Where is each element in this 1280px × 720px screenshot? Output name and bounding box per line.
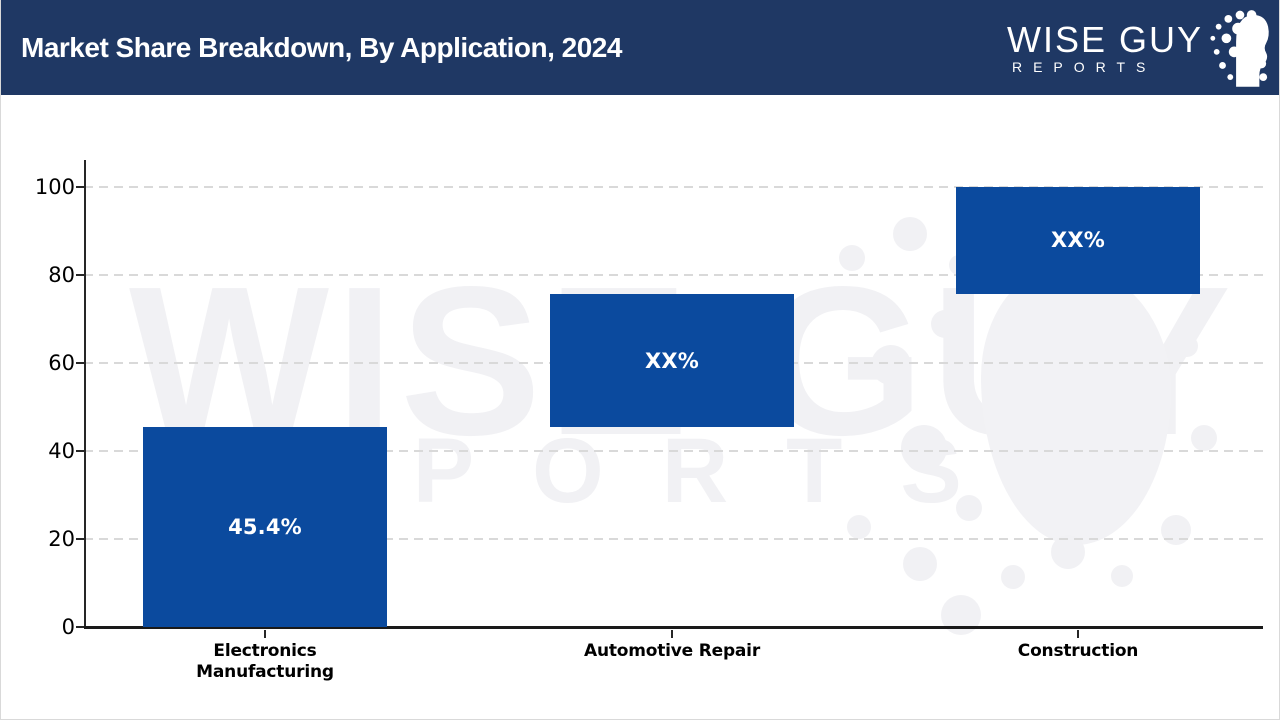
gridline [84, 186, 1263, 188]
watermark-dot [956, 495, 982, 521]
logo-text: WISE GUY REPORTS [1007, 21, 1203, 75]
y-tick-label: 0 [61, 615, 75, 639]
watermark-dot [903, 547, 937, 581]
y-tick-mark [76, 186, 84, 188]
x-axis-category-label: Construction [1017, 641, 1139, 661]
wise-guy-logo: WISE GUY REPORTS [1007, 6, 1271, 90]
y-tick-mark [76, 450, 84, 452]
y-tick-label: 100 [34, 175, 75, 199]
bar-value-label: 45.4% [228, 515, 302, 540]
header-bar: Market Share Breakdown, By Application, … [1, 0, 1279, 95]
y-tick-label: 20 [48, 527, 75, 551]
y-tick-label: 80 [48, 263, 75, 287]
bar-value-label: XX% [644, 348, 700, 373]
chart: WISE GUY REPORTS 02040608010045.4%Electr… [1, 95, 1279, 719]
gridline [84, 538, 1263, 540]
y-tick-label: 40 [48, 439, 75, 463]
y-tick-mark [76, 626, 84, 628]
logo-face-icon [1210, 10, 1269, 87]
y-axis-line [84, 160, 86, 629]
x-axis-category-label: Electronics Manufacturing [196, 641, 334, 683]
watermark-dot [1001, 565, 1025, 589]
y-tick-label: 60 [48, 351, 75, 375]
watermark-dot [1111, 565, 1133, 587]
gridline [84, 450, 1263, 452]
page-title: Market Share Breakdown, By Application, … [21, 31, 622, 63]
x-axis-category-label: Automotive Repair [583, 641, 760, 661]
logo-reports-text: REPORTS [1011, 58, 1157, 75]
y-tick-mark [76, 362, 84, 364]
y-tick-mark [76, 274, 84, 276]
watermark-face-blob [981, 265, 1171, 545]
bar-value-label: XX% [1050, 228, 1106, 253]
logo-wiseguy-text: WISE GUY [1006, 19, 1203, 61]
bar-segment: 45.4% [143, 427, 387, 627]
gridline [84, 274, 1263, 276]
y-tick-mark [76, 538, 84, 540]
watermark-dot [839, 245, 865, 271]
x-axis-line [84, 626, 1263, 629]
watermark-dot [893, 217, 927, 251]
watermark-dot [1161, 515, 1191, 545]
x-tick-mark [264, 630, 266, 638]
x-tick-mark [671, 630, 673, 638]
watermark-dot [931, 310, 959, 338]
x-tick-mark [1077, 630, 1079, 638]
watermark-dot [1191, 425, 1217, 451]
bar-segment: XX% [550, 293, 794, 428]
watermark-dot [901, 425, 947, 471]
bar-segment: XX% [956, 187, 1200, 294]
watermark-dot [1176, 335, 1198, 357]
watermark-dot [1051, 535, 1085, 569]
watermark-dot [941, 595, 981, 635]
watermark-dot [847, 515, 871, 539]
watermark-dot [871, 345, 911, 385]
